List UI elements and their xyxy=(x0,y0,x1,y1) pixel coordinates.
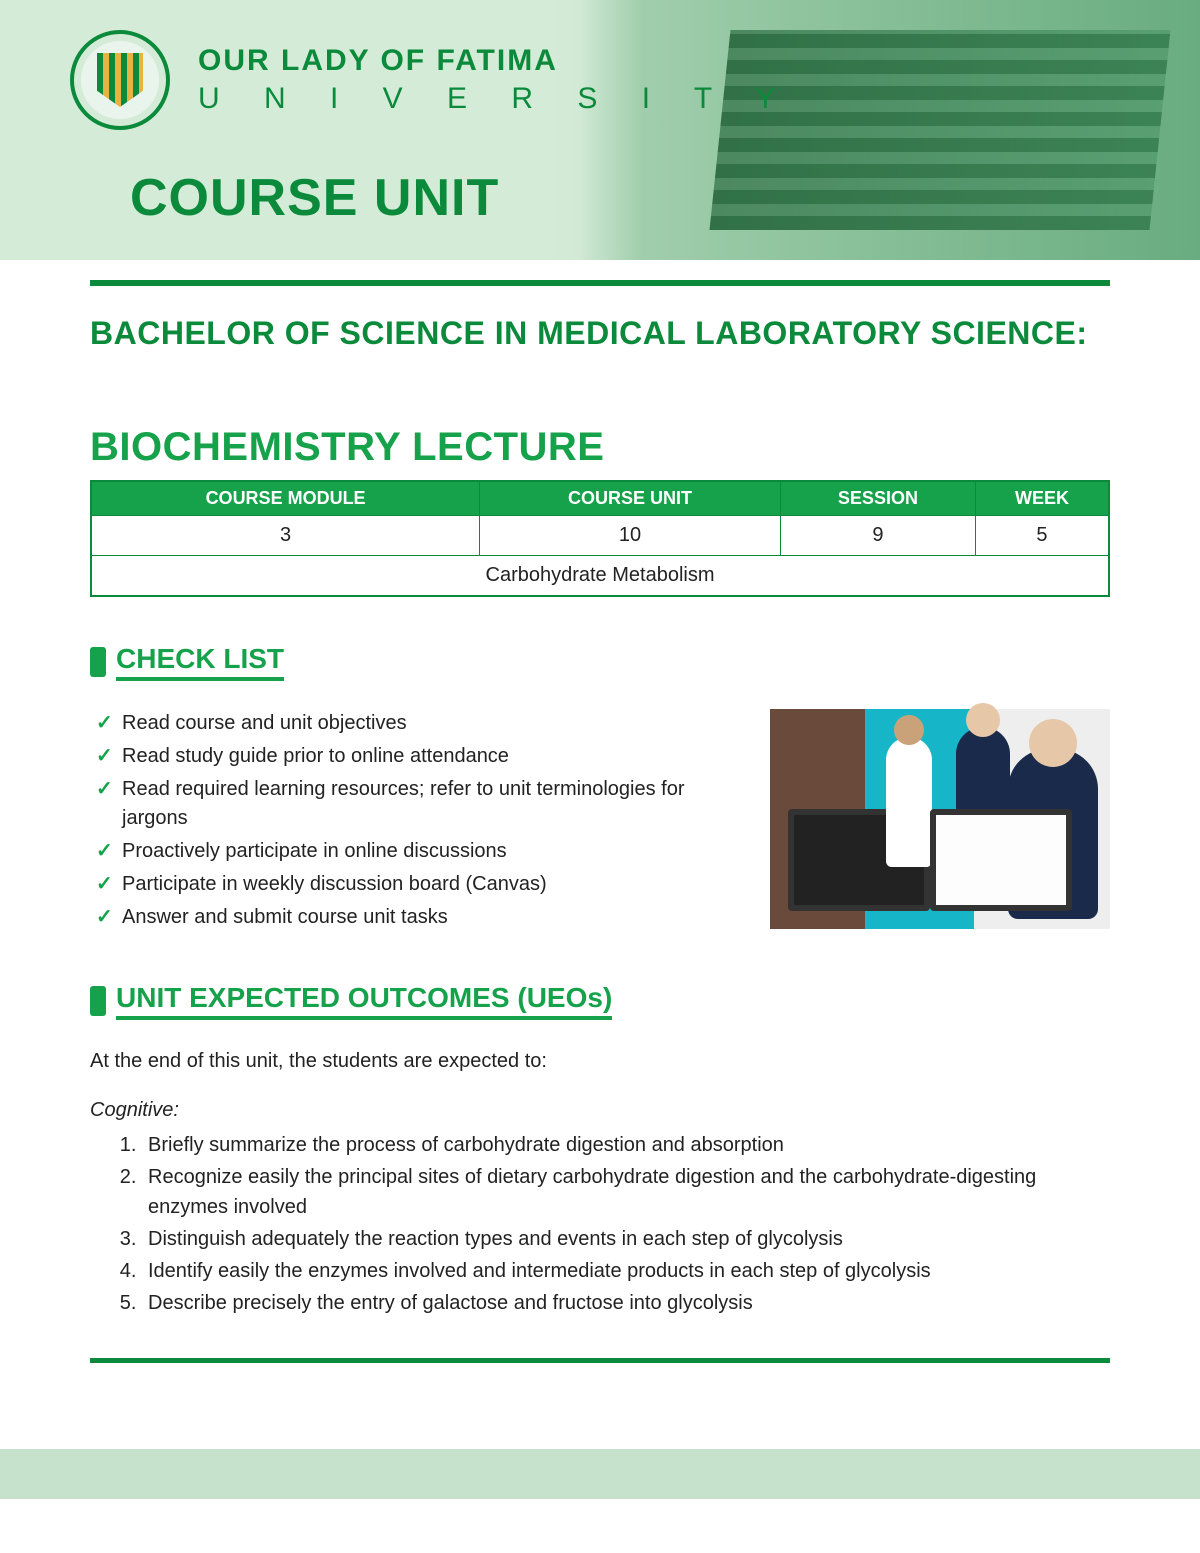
outcome-item: Briefly summarize the process of carbohy… xyxy=(142,1130,1110,1160)
info-header-row: COURSE MODULE COURSE UNIT SESSION WEEK xyxy=(91,481,1109,516)
outcome-item: Identify easily the enzymes involved and… xyxy=(142,1256,1110,1286)
checklist-item: Read required learning resources; refer … xyxy=(90,775,730,833)
info-header-week: WEEK xyxy=(975,481,1109,516)
info-header-unit: COURSE UNIT xyxy=(480,481,781,516)
university-line1: OUR LADY OF FATIMA xyxy=(198,44,793,78)
outcome-item: Describe precisely the entry of galactos… xyxy=(142,1288,1110,1318)
degree-title: BACHELOR OF SCIENCE IN MEDICAL LABORATOR… xyxy=(90,312,1110,355)
checklist-heading: CHECK LIST xyxy=(116,643,284,681)
footer-band xyxy=(0,1449,1200,1499)
checklist: Read course and unit objectives Read stu… xyxy=(90,709,730,936)
info-value-unit: 10 xyxy=(480,516,781,556)
info-value-week: 5 xyxy=(975,516,1109,556)
checklist-image xyxy=(770,709,1110,929)
checklist-row: Read course and unit objectives Read stu… xyxy=(90,709,1110,936)
outcomes-heading: UNIT EXPECTED OUTCOMES (UEOs) xyxy=(116,982,612,1020)
outcomes-heading-row: UNIT EXPECTED OUTCOMES (UEOs) xyxy=(90,982,1110,1020)
info-header-session: SESSION xyxy=(780,481,975,516)
checklist-item: Read course and unit objectives xyxy=(90,709,730,738)
checklist-item: Answer and submit course unit tasks xyxy=(90,903,730,932)
page-title: COURSE UNIT xyxy=(130,168,499,228)
university-line2: U N I V E R S I T Y xyxy=(198,82,793,116)
outcomes-category: Cognitive: xyxy=(90,1099,1110,1122)
university-name: OUR LADY OF FATIMA U N I V E R S I T Y xyxy=(198,44,793,116)
university-seal-icon xyxy=(70,30,170,130)
info-topic: Carbohydrate Metabolism xyxy=(91,556,1109,597)
header-band: OUR LADY OF FATIMA U N I V E R S I T Y C… xyxy=(0,0,1200,260)
section-bar-icon xyxy=(90,986,106,1016)
info-value-session: 9 xyxy=(780,516,975,556)
outcomes-intro: At the end of this unit, the students ar… xyxy=(90,1050,1110,1073)
info-value-row: 3 10 9 5 xyxy=(91,516,1109,556)
checklist-heading-row: CHECK LIST xyxy=(90,643,1110,681)
outcomes-list: Briefly summarize the process of carbohy… xyxy=(142,1130,1110,1318)
info-table: COURSE MODULE COURSE UNIT SESSION WEEK 3… xyxy=(90,480,1110,597)
checklist-item: Read study guide prior to online attenda… xyxy=(90,742,730,771)
outcome-item: Distinguish adequately the reaction type… xyxy=(142,1224,1110,1254)
checklist-item: Proactively participate in online discus… xyxy=(90,837,730,866)
checklist-item: Participate in weekly discussion board (… xyxy=(90,870,730,899)
image-figure-standing xyxy=(956,727,1010,847)
image-figure-doctor xyxy=(886,737,932,867)
lecture-title: BIOCHEMISTRY LECTURE xyxy=(90,425,1110,470)
logo-row: OUR LADY OF FATIMA U N I V E R S I T Y xyxy=(70,30,793,130)
divider-top xyxy=(90,280,1110,286)
content: BACHELOR OF SCIENCE IN MEDICAL LABORATOR… xyxy=(0,280,1200,1423)
info-header-module: COURSE MODULE xyxy=(91,481,480,516)
section-bar-icon xyxy=(90,647,106,677)
divider-bottom xyxy=(90,1358,1110,1363)
info-topic-row: Carbohydrate Metabolism xyxy=(91,556,1109,597)
info-value-module: 3 xyxy=(91,516,480,556)
outcome-item: Recognize easily the principal sites of … xyxy=(142,1162,1110,1222)
image-figure-seated xyxy=(1008,749,1098,919)
